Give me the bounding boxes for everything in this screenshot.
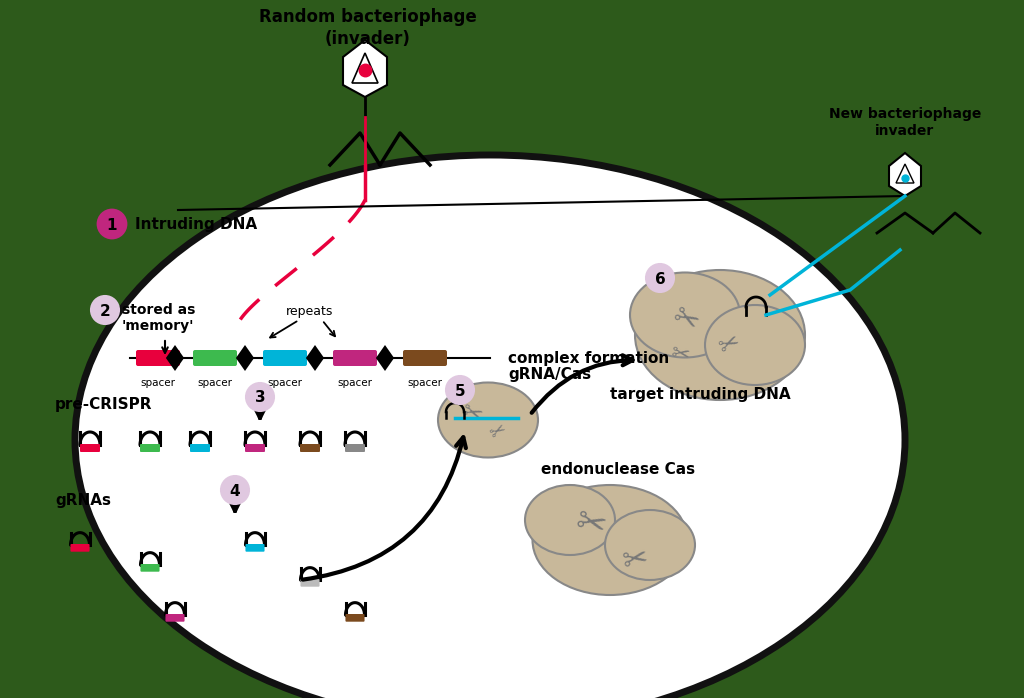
Text: ✂: ✂ — [486, 419, 510, 445]
Polygon shape — [343, 40, 387, 97]
Polygon shape — [889, 153, 921, 196]
FancyBboxPatch shape — [345, 444, 365, 452]
FancyBboxPatch shape — [403, 350, 447, 366]
Text: 1: 1 — [106, 218, 118, 232]
FancyBboxPatch shape — [333, 350, 377, 366]
Text: repeats: repeats — [287, 305, 334, 318]
FancyBboxPatch shape — [190, 444, 210, 452]
Text: ✂: ✂ — [669, 343, 691, 366]
Circle shape — [246, 383, 274, 411]
Polygon shape — [376, 345, 394, 371]
Text: Random bacteriophage
(invader): Random bacteriophage (invader) — [259, 8, 477, 48]
Ellipse shape — [635, 270, 805, 400]
Ellipse shape — [525, 485, 615, 555]
Circle shape — [98, 210, 126, 238]
Text: spacer: spacer — [338, 378, 373, 388]
Ellipse shape — [605, 510, 695, 580]
FancyBboxPatch shape — [345, 614, 365, 622]
Polygon shape — [236, 345, 254, 371]
Text: ✂: ✂ — [571, 505, 609, 545]
Ellipse shape — [630, 272, 740, 357]
FancyBboxPatch shape — [245, 444, 265, 452]
FancyBboxPatch shape — [263, 350, 307, 366]
Circle shape — [646, 264, 674, 292]
Text: Intruding DNA: Intruding DNA — [135, 216, 257, 232]
FancyBboxPatch shape — [166, 614, 184, 622]
Text: ✂: ✂ — [716, 329, 744, 360]
Circle shape — [221, 476, 249, 504]
Text: gRNAs: gRNAs — [55, 493, 111, 507]
Text: spacer: spacer — [408, 378, 442, 388]
Ellipse shape — [532, 485, 687, 595]
Text: spacer: spacer — [140, 378, 175, 388]
Text: 5: 5 — [455, 383, 465, 399]
FancyBboxPatch shape — [193, 350, 237, 366]
Polygon shape — [166, 345, 184, 371]
Text: New bacteriophage
invader: New bacteriophage invader — [828, 107, 981, 138]
Text: ✂: ✂ — [458, 400, 486, 430]
Text: spacer: spacer — [267, 378, 302, 388]
Text: target intruding DNA: target intruding DNA — [609, 387, 791, 403]
Text: 'memory': 'memory' — [122, 319, 195, 333]
FancyBboxPatch shape — [71, 544, 89, 551]
Ellipse shape — [705, 305, 805, 385]
Text: spacer: spacer — [198, 378, 232, 388]
FancyBboxPatch shape — [140, 444, 160, 452]
FancyBboxPatch shape — [80, 444, 100, 452]
FancyBboxPatch shape — [140, 564, 160, 572]
Text: 6: 6 — [654, 272, 666, 286]
FancyBboxPatch shape — [300, 579, 319, 587]
Ellipse shape — [438, 383, 538, 457]
Polygon shape — [306, 345, 325, 371]
Ellipse shape — [75, 155, 905, 698]
Text: endonuclease Cas: endonuclease Cas — [541, 463, 695, 477]
Text: gRNA/Cas: gRNA/Cas — [508, 366, 591, 382]
Text: 3: 3 — [255, 390, 265, 406]
Circle shape — [446, 376, 474, 404]
Text: complex formation: complex formation — [508, 350, 670, 366]
FancyBboxPatch shape — [136, 350, 180, 366]
Text: 4: 4 — [229, 484, 241, 498]
Text: 2: 2 — [99, 304, 111, 318]
Text: ✂: ✂ — [667, 301, 703, 339]
FancyBboxPatch shape — [300, 444, 319, 452]
FancyBboxPatch shape — [246, 544, 264, 551]
Circle shape — [91, 296, 119, 324]
Text: stored as: stored as — [122, 303, 196, 317]
Text: pre-CRISPR: pre-CRISPR — [55, 397, 153, 413]
Text: ✂: ✂ — [620, 544, 650, 577]
